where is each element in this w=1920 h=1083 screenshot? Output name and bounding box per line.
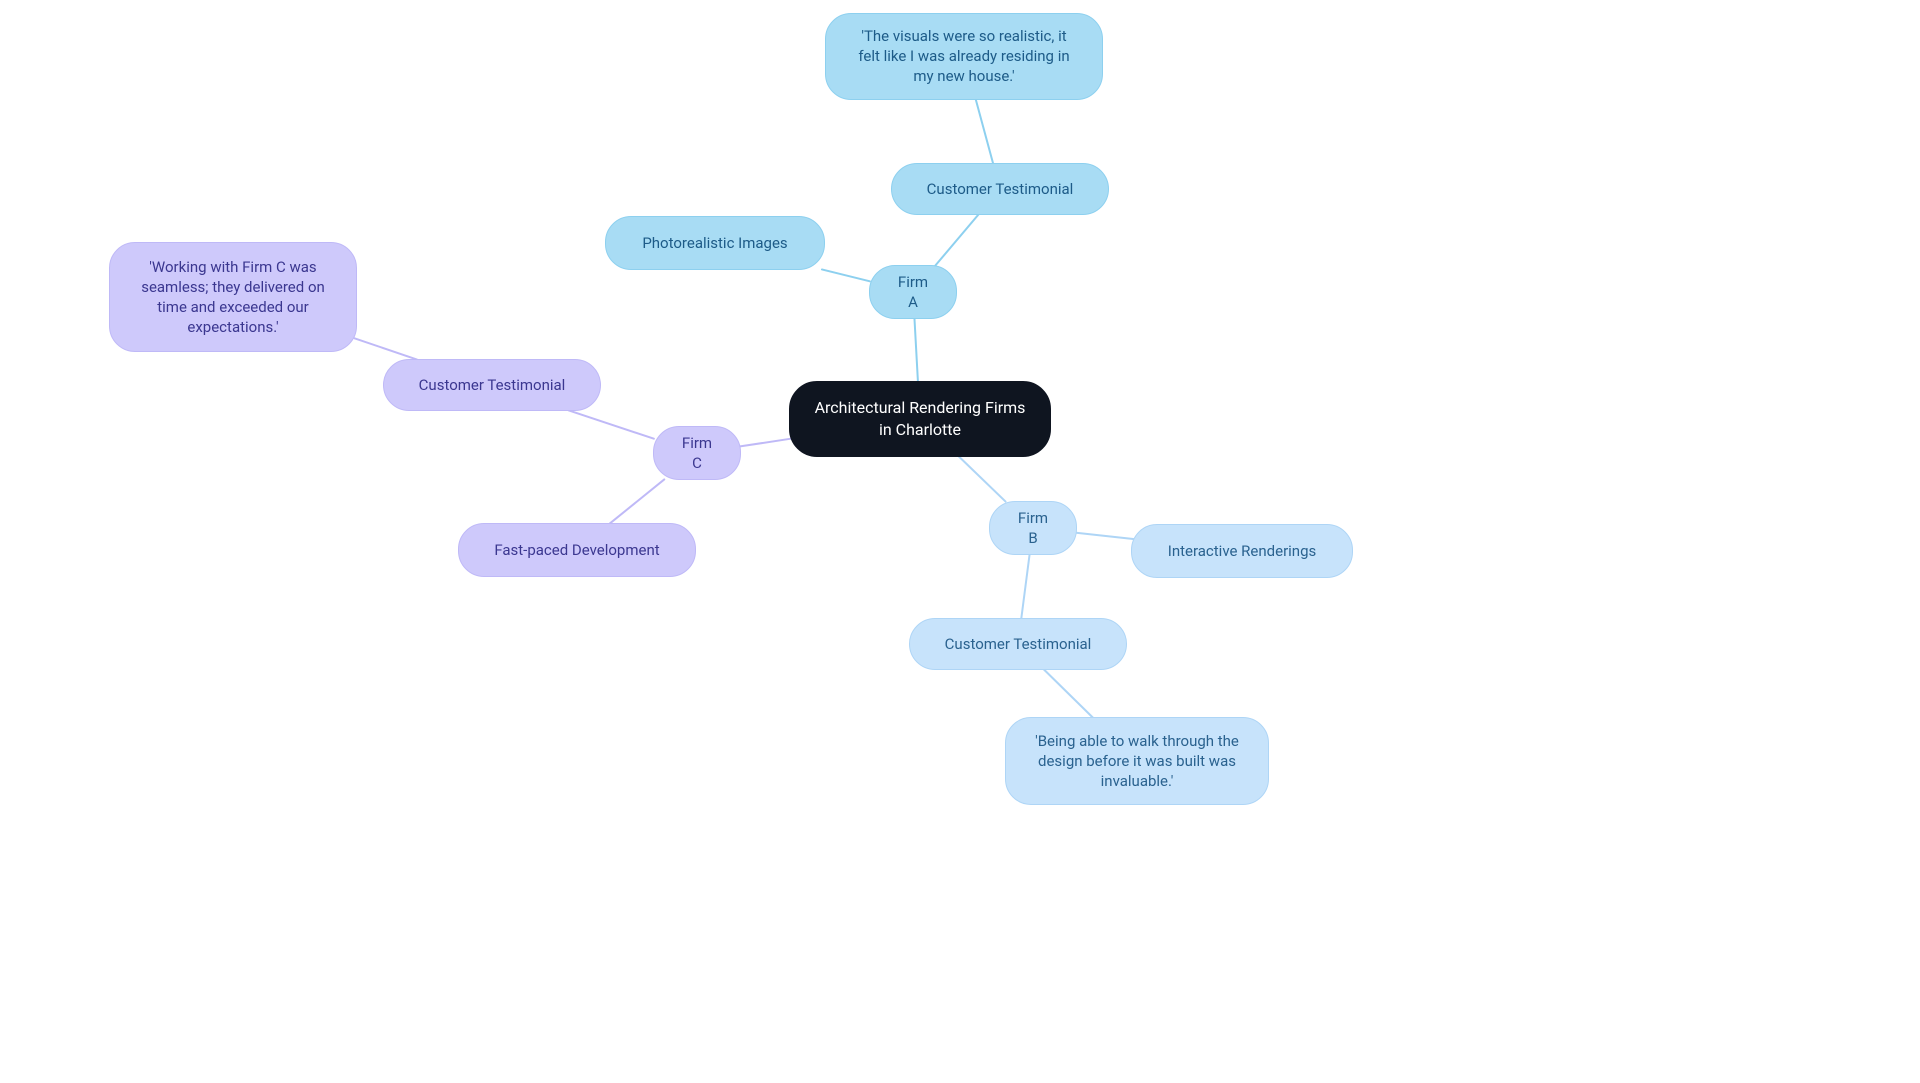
node-firmA: Firm A xyxy=(869,265,957,319)
node-firmA_testimonial_quote: 'The visuals were so realistic, it felt … xyxy=(825,13,1103,100)
edge xyxy=(740,439,792,447)
node-label: Interactive Renderings xyxy=(1168,541,1317,561)
node-label: Customer Testimonial xyxy=(945,634,1092,654)
node-label: 'Working with Firm C was seamless; they … xyxy=(134,257,332,338)
node-label: Firm A xyxy=(894,272,932,313)
edge xyxy=(355,338,417,359)
edge xyxy=(1044,669,1093,717)
node-firmB_interactive: Interactive Renderings xyxy=(1131,524,1353,578)
node-firmA_photoreal: Photorealistic Images xyxy=(605,216,825,270)
edge xyxy=(1076,533,1133,539)
node-firmC: Firm C xyxy=(653,426,741,480)
node-label: Firm B xyxy=(1014,508,1052,549)
node-label: Customer Testimonial xyxy=(927,179,1074,199)
edge xyxy=(976,99,994,164)
node-label: Customer Testimonial xyxy=(419,375,566,395)
mind-map-diagram: Architectural Rendering Firms in Charlot… xyxy=(0,0,1920,1083)
node-firmC_testimonial_label: Customer Testimonial xyxy=(383,359,601,411)
node-label: Photorealistic Images xyxy=(642,233,787,253)
node-label: 'Being able to walk through the design b… xyxy=(1030,731,1244,792)
node-firmC_fastpaced: Fast-paced Development xyxy=(458,523,696,577)
node-firmB_testimonial_quote: 'Being able to walk through the design b… xyxy=(1005,717,1269,805)
node-label: Fast-paced Development xyxy=(494,540,659,560)
edge xyxy=(935,214,978,265)
node-label: 'The visuals were so realistic, it felt … xyxy=(850,26,1078,87)
node-label: Architectural Rendering Firms in Charlot… xyxy=(814,397,1026,440)
node-firmA_testimonial_label: Customer Testimonial xyxy=(891,163,1109,215)
node-firmC_testimonial_quote: 'Working with Firm C was seamless; they … xyxy=(109,242,357,352)
node-label: Firm C xyxy=(678,433,716,474)
node-firmB: Firm B xyxy=(989,501,1077,555)
edge xyxy=(1021,554,1029,618)
edge xyxy=(569,410,654,438)
edge xyxy=(822,269,870,281)
edge xyxy=(610,479,665,523)
edge xyxy=(914,318,917,381)
node-root: Architectural Rendering Firms in Charlot… xyxy=(789,381,1051,457)
node-firmB_testimonial_label: Customer Testimonial xyxy=(909,618,1127,670)
edge xyxy=(959,456,1006,501)
